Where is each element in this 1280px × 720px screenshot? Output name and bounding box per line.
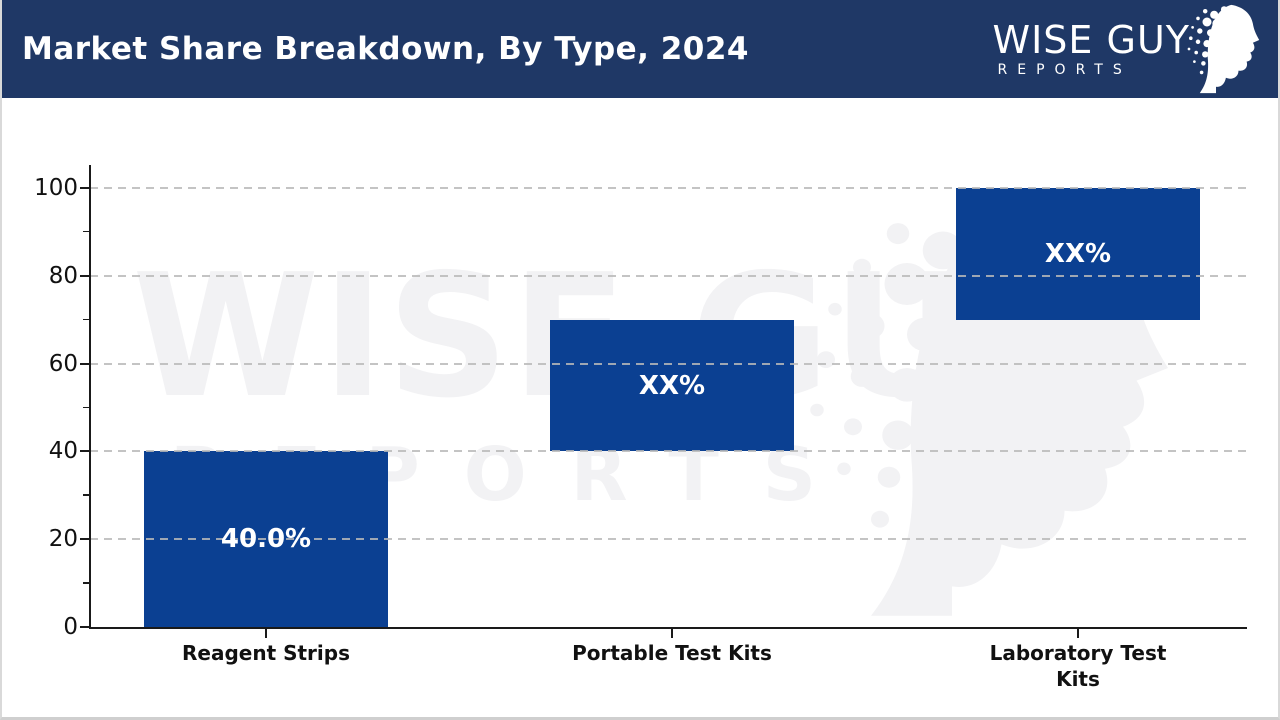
bar-value-label: XX%	[638, 370, 706, 401]
gridline	[90, 187, 1247, 189]
y-minor-tick-mark	[83, 582, 89, 584]
x-tick-mark	[1077, 629, 1079, 638]
x-axis-label-line: Kits	[1056, 667, 1100, 691]
x-axis-label: Portable Test Kits	[572, 640, 772, 666]
bar	[550, 319, 794, 452]
x-axis-label-line: Reagent Strips	[181, 641, 351, 665]
wiseguy-logo: WISE GUY REPORTS	[993, 4, 1270, 94]
x-axis-label: Laboratory Test Kits	[990, 640, 1167, 692]
x-axis-label-line: Laboratory Test	[989, 641, 1167, 665]
y-minor-tick-mark	[83, 230, 89, 233]
y-axis-line	[89, 165, 91, 629]
y-minor-tick-mark	[83, 406, 89, 408]
logo-text: WISE GUY REPORTS	[993, 21, 1190, 78]
bar-value-label: 40.0%	[220, 524, 312, 555]
y-tick-mark	[80, 626, 89, 628]
x-axis-line	[89, 627, 1247, 629]
gridline	[90, 538, 1247, 541]
y-tick-mark	[80, 450, 89, 453]
logo-subtitle: REPORTS	[997, 61, 1132, 78]
x-axis-label-line: Portable Test Kits	[572, 641, 772, 665]
gridline	[90, 450, 1247, 453]
bar-value-label: XX%	[1044, 238, 1112, 269]
y-tick-label: 60	[48, 350, 78, 377]
logo-wordmark: WISE GUY	[992, 17, 1190, 62]
y-tick-mark	[80, 538, 89, 541]
y-tick-mark	[80, 187, 89, 189]
y-tick-label: 40	[48, 438, 78, 465]
gridline	[90, 362, 1247, 365]
x-axis-label: Reagent Strips	[182, 640, 350, 666]
x-tick-mark	[671, 629, 673, 638]
header-bar: Market Share Breakdown, By Type, 2024 WI…	[2, 0, 1278, 98]
y-tick-label: 80	[48, 262, 78, 289]
y-minor-tick-mark	[83, 494, 89, 496]
page-title: Market Share Breakdown, By Type, 2024	[22, 31, 750, 67]
gridline	[90, 274, 1247, 277]
y-tick-label: 0	[63, 614, 78, 640]
y-tick-label: 100	[34, 175, 78, 201]
bar	[956, 188, 1200, 320]
y-minor-tick-mark	[83, 318, 89, 321]
y-tick-mark	[80, 274, 89, 277]
x-tick-mark	[265, 629, 267, 638]
logo-face-icon	[1187, 4, 1260, 94]
y-tick-mark	[80, 362, 89, 365]
y-tick-label: 20	[48, 526, 78, 553]
